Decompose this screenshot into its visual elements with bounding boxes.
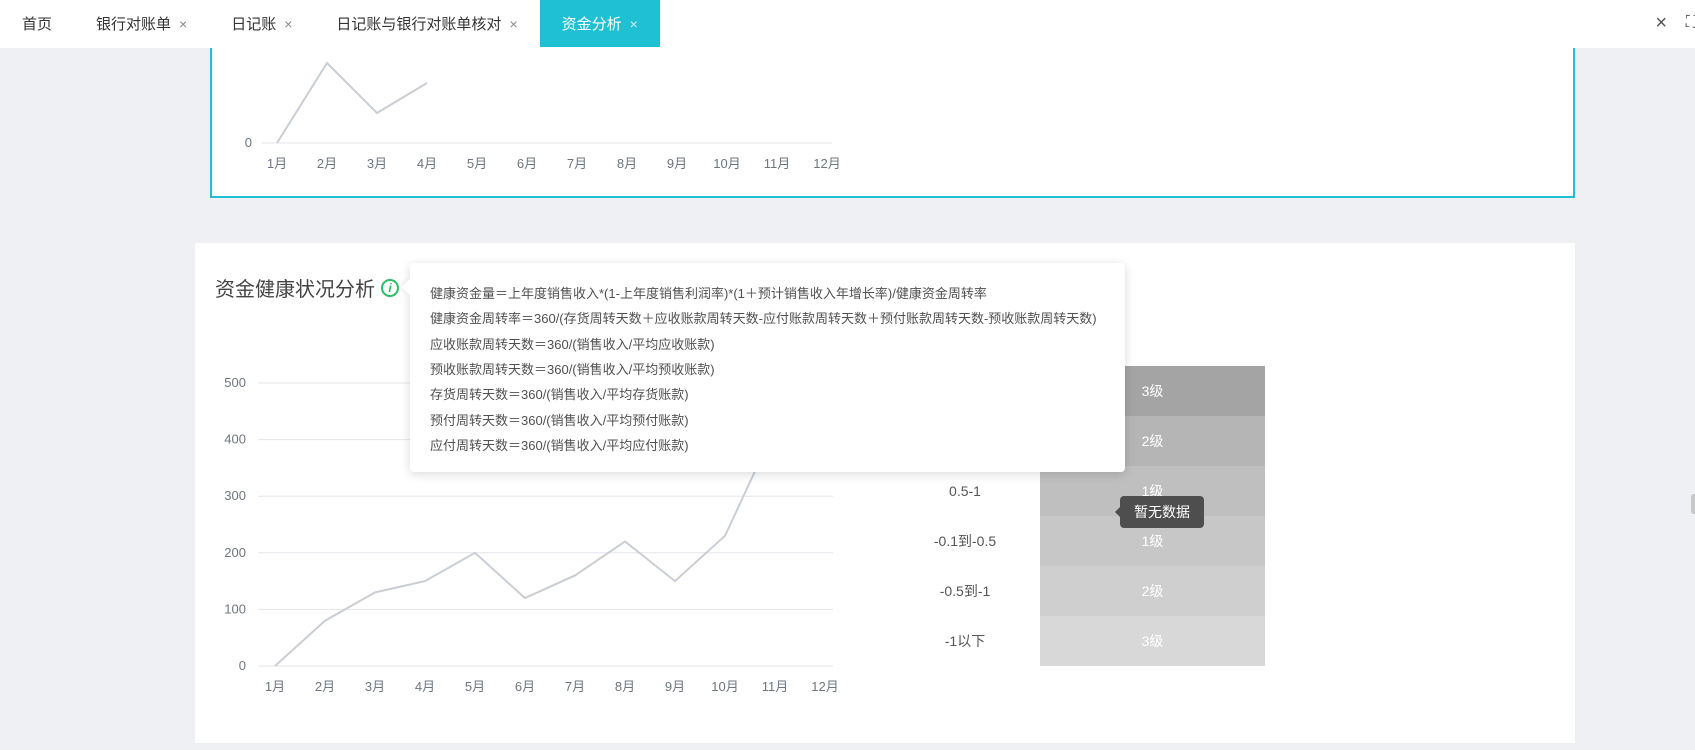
svg-text:5月: 5月 (465, 679, 485, 694)
tab-journal[interactable]: 日记账 × (209, 0, 314, 47)
tooltip-line: 预付周转天数＝360/(销售收入/平均预付账款) (430, 408, 1105, 433)
svg-text:0: 0 (239, 658, 246, 673)
scale-level-cell: 2级 (1040, 566, 1265, 616)
scale-row: -0.1到-0.51级暂无数据 (890, 516, 1265, 566)
content-stage: 0 1月 2月 3月 4月 5月 6月 7月 8月 9月 10月 11月 12月 资金健康状况分析 i … (0, 48, 1695, 750)
svg-text:2月: 2月 (315, 679, 335, 694)
svg-text:300: 300 (224, 488, 246, 503)
tab-home-label: 首页 (22, 13, 52, 34)
section-title: 资金健康状况分析 i (215, 273, 399, 302)
card-health-analysis: 资金健康状况分析 i 健康资金量＝上年度销售收入*(1-上年度销售利润率)*(1… (195, 243, 1575, 743)
close-icon[interactable]: × (630, 16, 638, 32)
tab-fund-analysis[interactable]: 资金分析 × (540, 0, 660, 47)
svg-text:8月: 8月 (617, 156, 637, 171)
close-icon[interactable]: × (509, 16, 517, 32)
svg-text:4月: 4月 (417, 156, 437, 171)
svg-text:7月: 7月 (565, 679, 585, 694)
scale-row: -1以下3级 (890, 616, 1265, 666)
svg-text:12月: 12月 (813, 156, 840, 171)
close-all-icon[interactable]: × (1655, 12, 1667, 35)
tooltip-line: 健康资金周转率＝360/(存货周转天数＋应收账款周转天数-应付账款周转天数＋预付… (430, 306, 1105, 331)
svg-text:10月: 10月 (713, 156, 740, 171)
scale-row: 0.5-11级 (890, 466, 1265, 516)
info-icon[interactable]: i (381, 279, 399, 297)
tooltip-line: 应付周转天数＝360/(销售收入/平均应付账款) (430, 433, 1105, 458)
tab-label: 日记账与银行对账单核对 (336, 13, 501, 34)
tab-home[interactable]: 首页 (0, 0, 74, 47)
svg-text:1月: 1月 (267, 156, 287, 171)
scale-range-label: -1以下 (890, 631, 1040, 651)
formula-tooltip: 健康资金量＝上年度销售收入*(1-上年度销售利润率)*(1＋预计销售收入年增长率… (410, 263, 1125, 472)
close-icon[interactable]: × (284, 16, 292, 32)
svg-text:3月: 3月 (367, 156, 387, 171)
svg-text:4月: 4月 (415, 679, 435, 694)
tooltip-line: 应收账款周转天数＝360/(销售收入/平均应收账款) (430, 332, 1105, 357)
svg-text:6月: 6月 (515, 679, 535, 694)
tooltip-line: 预收账款周转天数＝360/(销售收入/平均预收账款) (430, 357, 1105, 382)
svg-text:500: 500 (224, 375, 246, 390)
svg-text:11月: 11月 (762, 679, 789, 694)
svg-text:5月: 5月 (467, 156, 487, 171)
tab-strip: 首页 银行对账单 × 日记账 × 日记账与银行对账单核对 × 资金分析 × × … (0, 0, 1695, 48)
tab-label: 资金分析 (562, 13, 622, 34)
tooltip-line: 健康资金量＝上年度销售收入*(1-上年度销售利润率)*(1＋预计销售收入年增长率… (430, 281, 1105, 306)
svg-text:2月: 2月 (317, 156, 337, 171)
card-top-chart: 0 1月 2月 3月 4月 5月 6月 7月 8月 9月 10月 11月 12月 (210, 48, 1575, 198)
close-icon[interactable]: × (179, 16, 187, 32)
svg-text:9月: 9月 (665, 679, 685, 694)
scroll-hint-icon (1691, 494, 1695, 514)
svg-text:100: 100 (224, 601, 246, 616)
svg-text:400: 400 (224, 432, 246, 447)
svg-text:12月: 12月 (811, 679, 838, 694)
svg-text:200: 200 (224, 545, 246, 560)
no-data-badge: 暂无数据 (1120, 496, 1204, 528)
svg-text:6月: 6月 (517, 156, 537, 171)
scale-range-label: 0.5-1 (890, 483, 1040, 499)
scale-row: -0.5到-12级 (890, 566, 1265, 616)
svg-text:9月: 9月 (667, 156, 687, 171)
scale-range-label: -0.5到-1 (890, 581, 1040, 601)
svg-text:11月: 11月 (764, 156, 791, 171)
tooltip-line: 存货周转天数＝360/(销售收入/平均存货账款) (430, 382, 1105, 407)
svg-text:3月: 3月 (365, 679, 385, 694)
scale-level-cell: 1级暂无数据 (1040, 516, 1265, 566)
svg-text:10月: 10月 (711, 679, 738, 694)
scale-level-cell: 3级 (1040, 616, 1265, 666)
scale-range-label: -0.1到-0.5 (890, 531, 1040, 551)
fullscreen-icon[interactable]: ⛶ (1686, 14, 1695, 32)
tab-journal-vs-bank[interactable]: 日记账与银行对账单核对 × (314, 0, 539, 47)
tab-label: 银行对账单 (96, 13, 171, 34)
top-line-chart: 0 1月 2月 3月 4月 5月 6月 7月 8月 9月 10月 11月 12月 (212, 48, 872, 178)
section-title-text: 资金健康状况分析 (215, 273, 375, 302)
svg-text:0: 0 (245, 135, 252, 150)
tab-bank-reconciliation[interactable]: 银行对账单 × (74, 0, 209, 47)
svg-text:7月: 7月 (567, 156, 587, 171)
svg-text:1月: 1月 (265, 679, 285, 694)
tab-label: 日记账 (231, 13, 276, 34)
svg-text:8月: 8月 (615, 679, 635, 694)
